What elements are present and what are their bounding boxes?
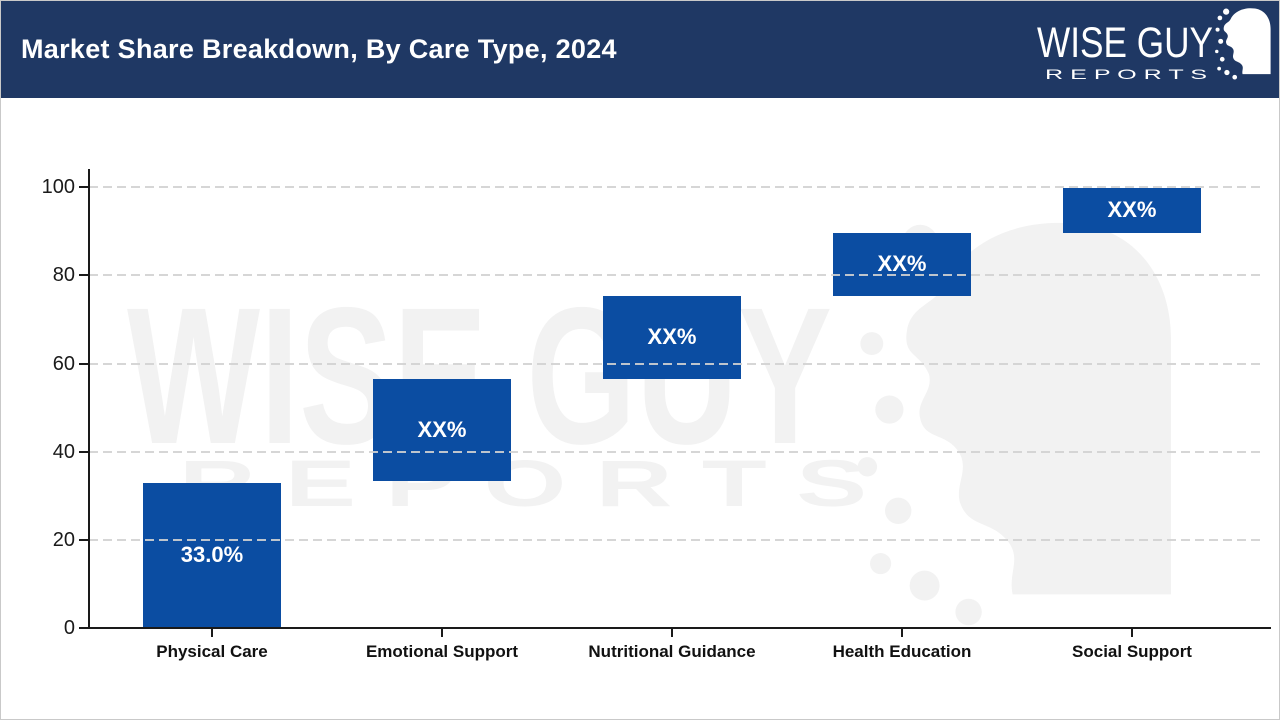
wise-guy-face-icon [1215, 8, 1271, 80]
y-tick-60 [79, 362, 89, 365]
gridline-100 [89, 186, 1265, 189]
y-tick-20 [79, 538, 89, 541]
x-axis-line [88, 627, 1271, 629]
y-tick-label-40: 40 [52, 440, 75, 463]
bar-physical-care: 33.0% [143, 482, 281, 628]
x-tick-label-health-education: Health Education [832, 642, 972, 661]
bar-label-nutritional-guidance: XX% [647, 324, 697, 350]
bar-emotional-support: XX% [373, 379, 511, 482]
x-tick-label-social-support: Social Support [1072, 642, 1192, 661]
page-title: Market Share Breakdown, By Care Type, 20… [21, 34, 617, 64]
y-tick-40 [79, 450, 89, 453]
x-tick-label-physical-care: Physical Care [156, 642, 268, 661]
wise-guy-logo: WISE GUY R E P O R T S [1037, 8, 1271, 82]
bar-health-education: XX% [833, 233, 971, 296]
gridline-40 [89, 450, 1265, 453]
bar-label-social-support: XX% [1107, 197, 1157, 223]
y-tick-0 [79, 627, 89, 629]
y-tick-label-0: 0 [63, 617, 75, 639]
y-tick-label-80: 80 [52, 264, 75, 287]
y-tick-label-100: 100 [41, 176, 75, 199]
bar-label-physical-care: 33.0% [180, 542, 244, 568]
bar-nutritional-guidance: XX% [603, 295, 741, 379]
y-tick-label-60: 60 [52, 352, 75, 375]
bar-label-emotional-support: XX% [417, 417, 467, 443]
y-axis-line [88, 169, 90, 628]
logo-reports-text: R E P O R T S [1045, 66, 1207, 82]
x-tick-health-education [901, 629, 903, 637]
x-tick-label-emotional-support: Emotional Support [365, 642, 519, 661]
bar-social-support: XX% [1063, 188, 1201, 233]
gridline-60 [89, 362, 1265, 365]
gridline-80 [89, 274, 1265, 277]
x-tick-physical-care [211, 629, 213, 637]
y-tick-label-20: 20 [52, 528, 75, 551]
x-tick-emotional-support [441, 629, 443, 637]
x-tick-label-nutritional-guidance: Nutritional Guidance [588, 642, 756, 661]
logo-wordmark: WISE GUY [1037, 19, 1213, 67]
x-tick-nutritional-guidance [671, 629, 673, 637]
y-tick-80 [79, 274, 89, 277]
y-tick-100 [79, 186, 89, 189]
gridline-20 [89, 538, 1265, 541]
header-bar: Market Share Breakdown, By Care Type, 20… [1, 1, 1279, 98]
x-tick-social-support [1131, 629, 1133, 637]
